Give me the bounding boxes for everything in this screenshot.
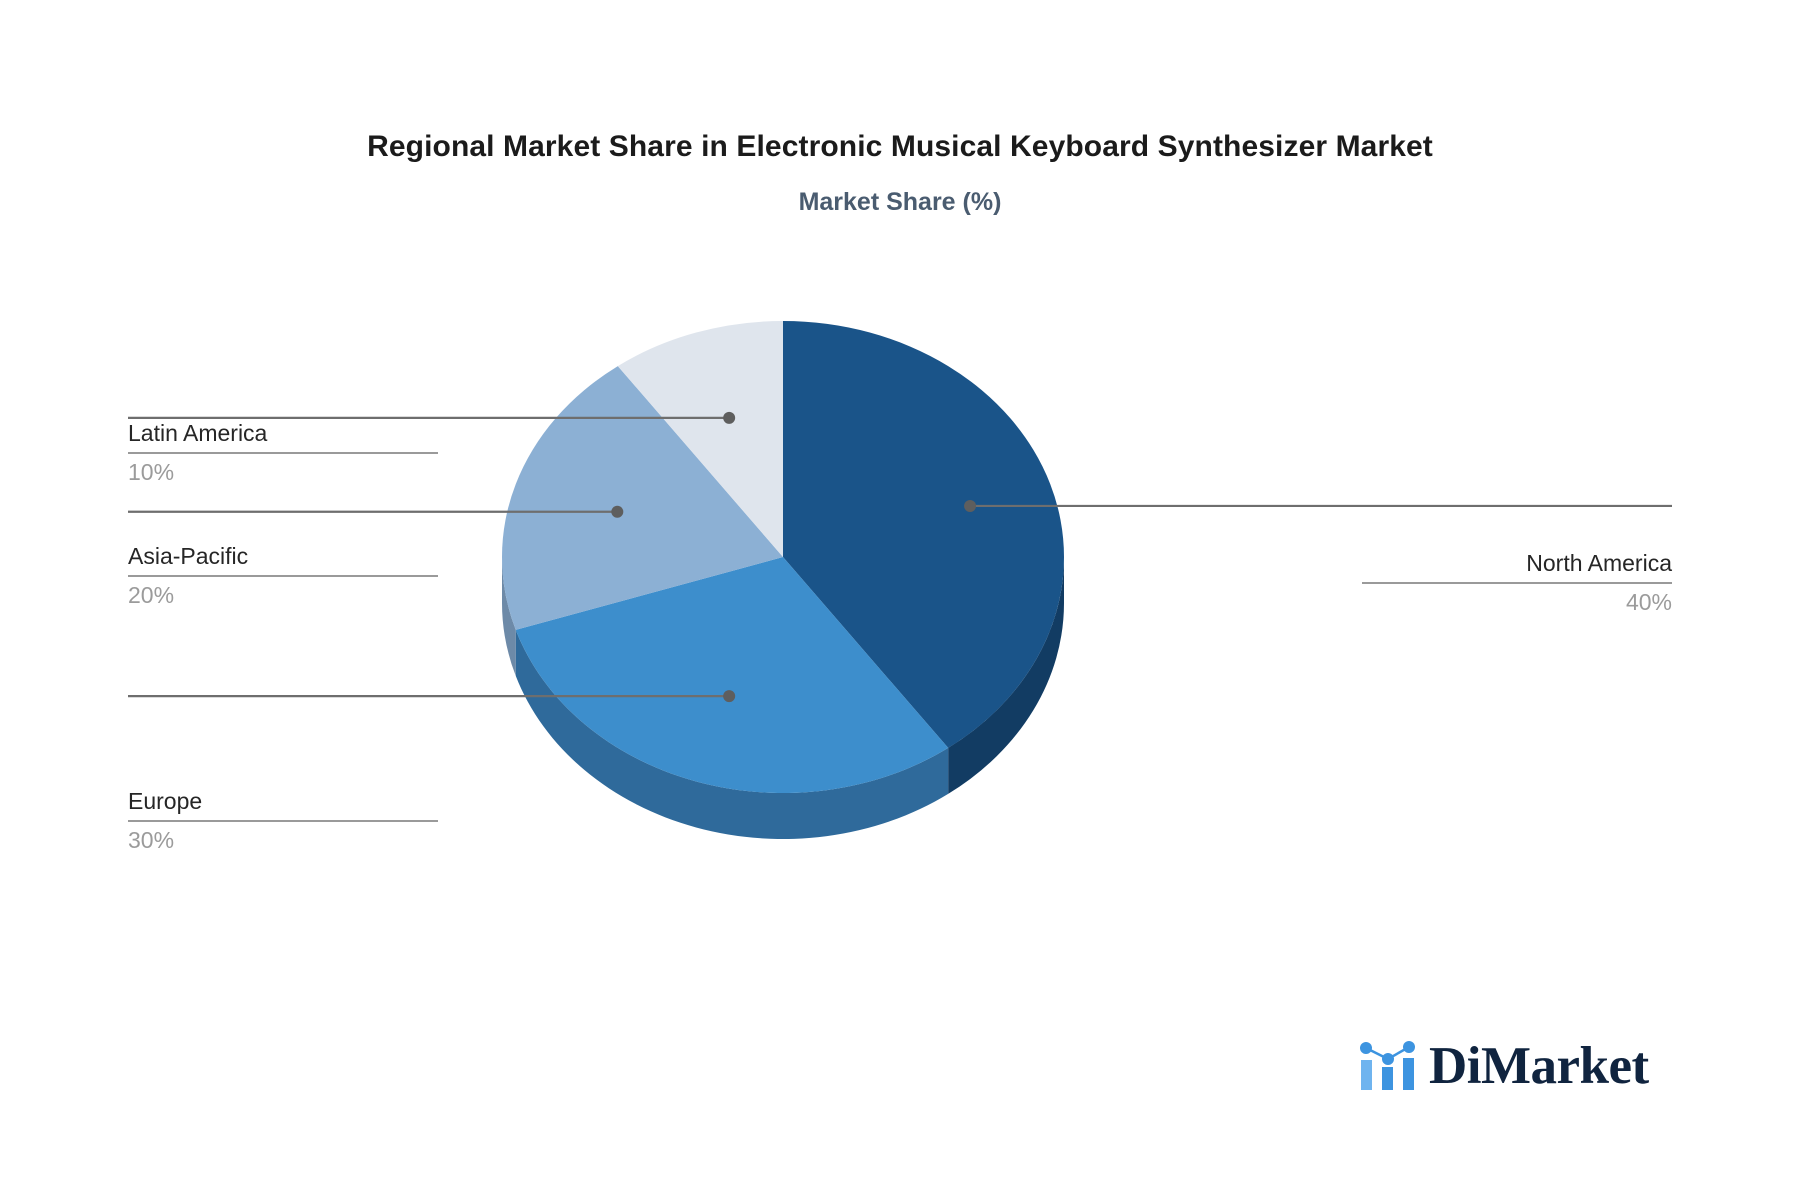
- callout-label: Asia-Pacific: [128, 543, 249, 569]
- bar-chart-icon: [1357, 1036, 1419, 1097]
- callout-label: Latin America: [128, 420, 268, 446]
- logo-wordmark: DiMarket: [1429, 1037, 1649, 1095]
- pie-top-faces: [501, 321, 1064, 793]
- callout-value: 20%: [128, 582, 175, 608]
- pie-slice-asia-pacific[interactable]: [501, 366, 783, 630]
- pie-side-asia-pacific: [502, 557, 516, 676]
- callout-latin-america[interactable]: Latin America 10%: [128, 418, 438, 487]
- callout-north-america[interactable]: North America 40%: [1362, 548, 1672, 617]
- callout-label: North America: [1526, 550, 1672, 576]
- pie-slice-north-america[interactable]: [783, 321, 1064, 748]
- chart-title: Regional Market Share in Electronic Musi…: [367, 130, 1433, 163]
- pie-3d-side: [502, 557, 1064, 839]
- callout-label: Europe: [128, 788, 203, 814]
- callout-value: 40%: [1625, 589, 1672, 615]
- pie-side-europe: [515, 629, 949, 839]
- callout-value: 30%: [128, 827, 175, 853]
- callout-divider: [128, 452, 438, 454]
- leader-dot-europe: [723, 690, 736, 703]
- callout-asia-pacific[interactable]: Asia-Pacific 20%: [128, 541, 438, 610]
- pie-slice-latin-america[interactable]: [617, 321, 783, 557]
- pie-leader-lines: [128, 411, 1672, 703]
- callout-europe[interactable]: Europe 30%: [128, 786, 438, 855]
- dimarket-logo: DiMarket: [1357, 1036, 1649, 1097]
- leader-dot-north-america: [964, 499, 977, 512]
- callout-divider: [1362, 582, 1672, 584]
- callout-value: 10%: [128, 459, 175, 485]
- leader-dot-latin-america: [723, 411, 736, 424]
- pie-side-north-america: [948, 557, 1064, 794]
- callout-divider: [128, 820, 438, 822]
- pie-slice-europe[interactable]: [515, 557, 949, 793]
- callout-divider: [128, 575, 438, 577]
- leader-dot-asia-pacific: [611, 505, 624, 518]
- chart-subtitle: Market Share (%): [798, 188, 1002, 216]
